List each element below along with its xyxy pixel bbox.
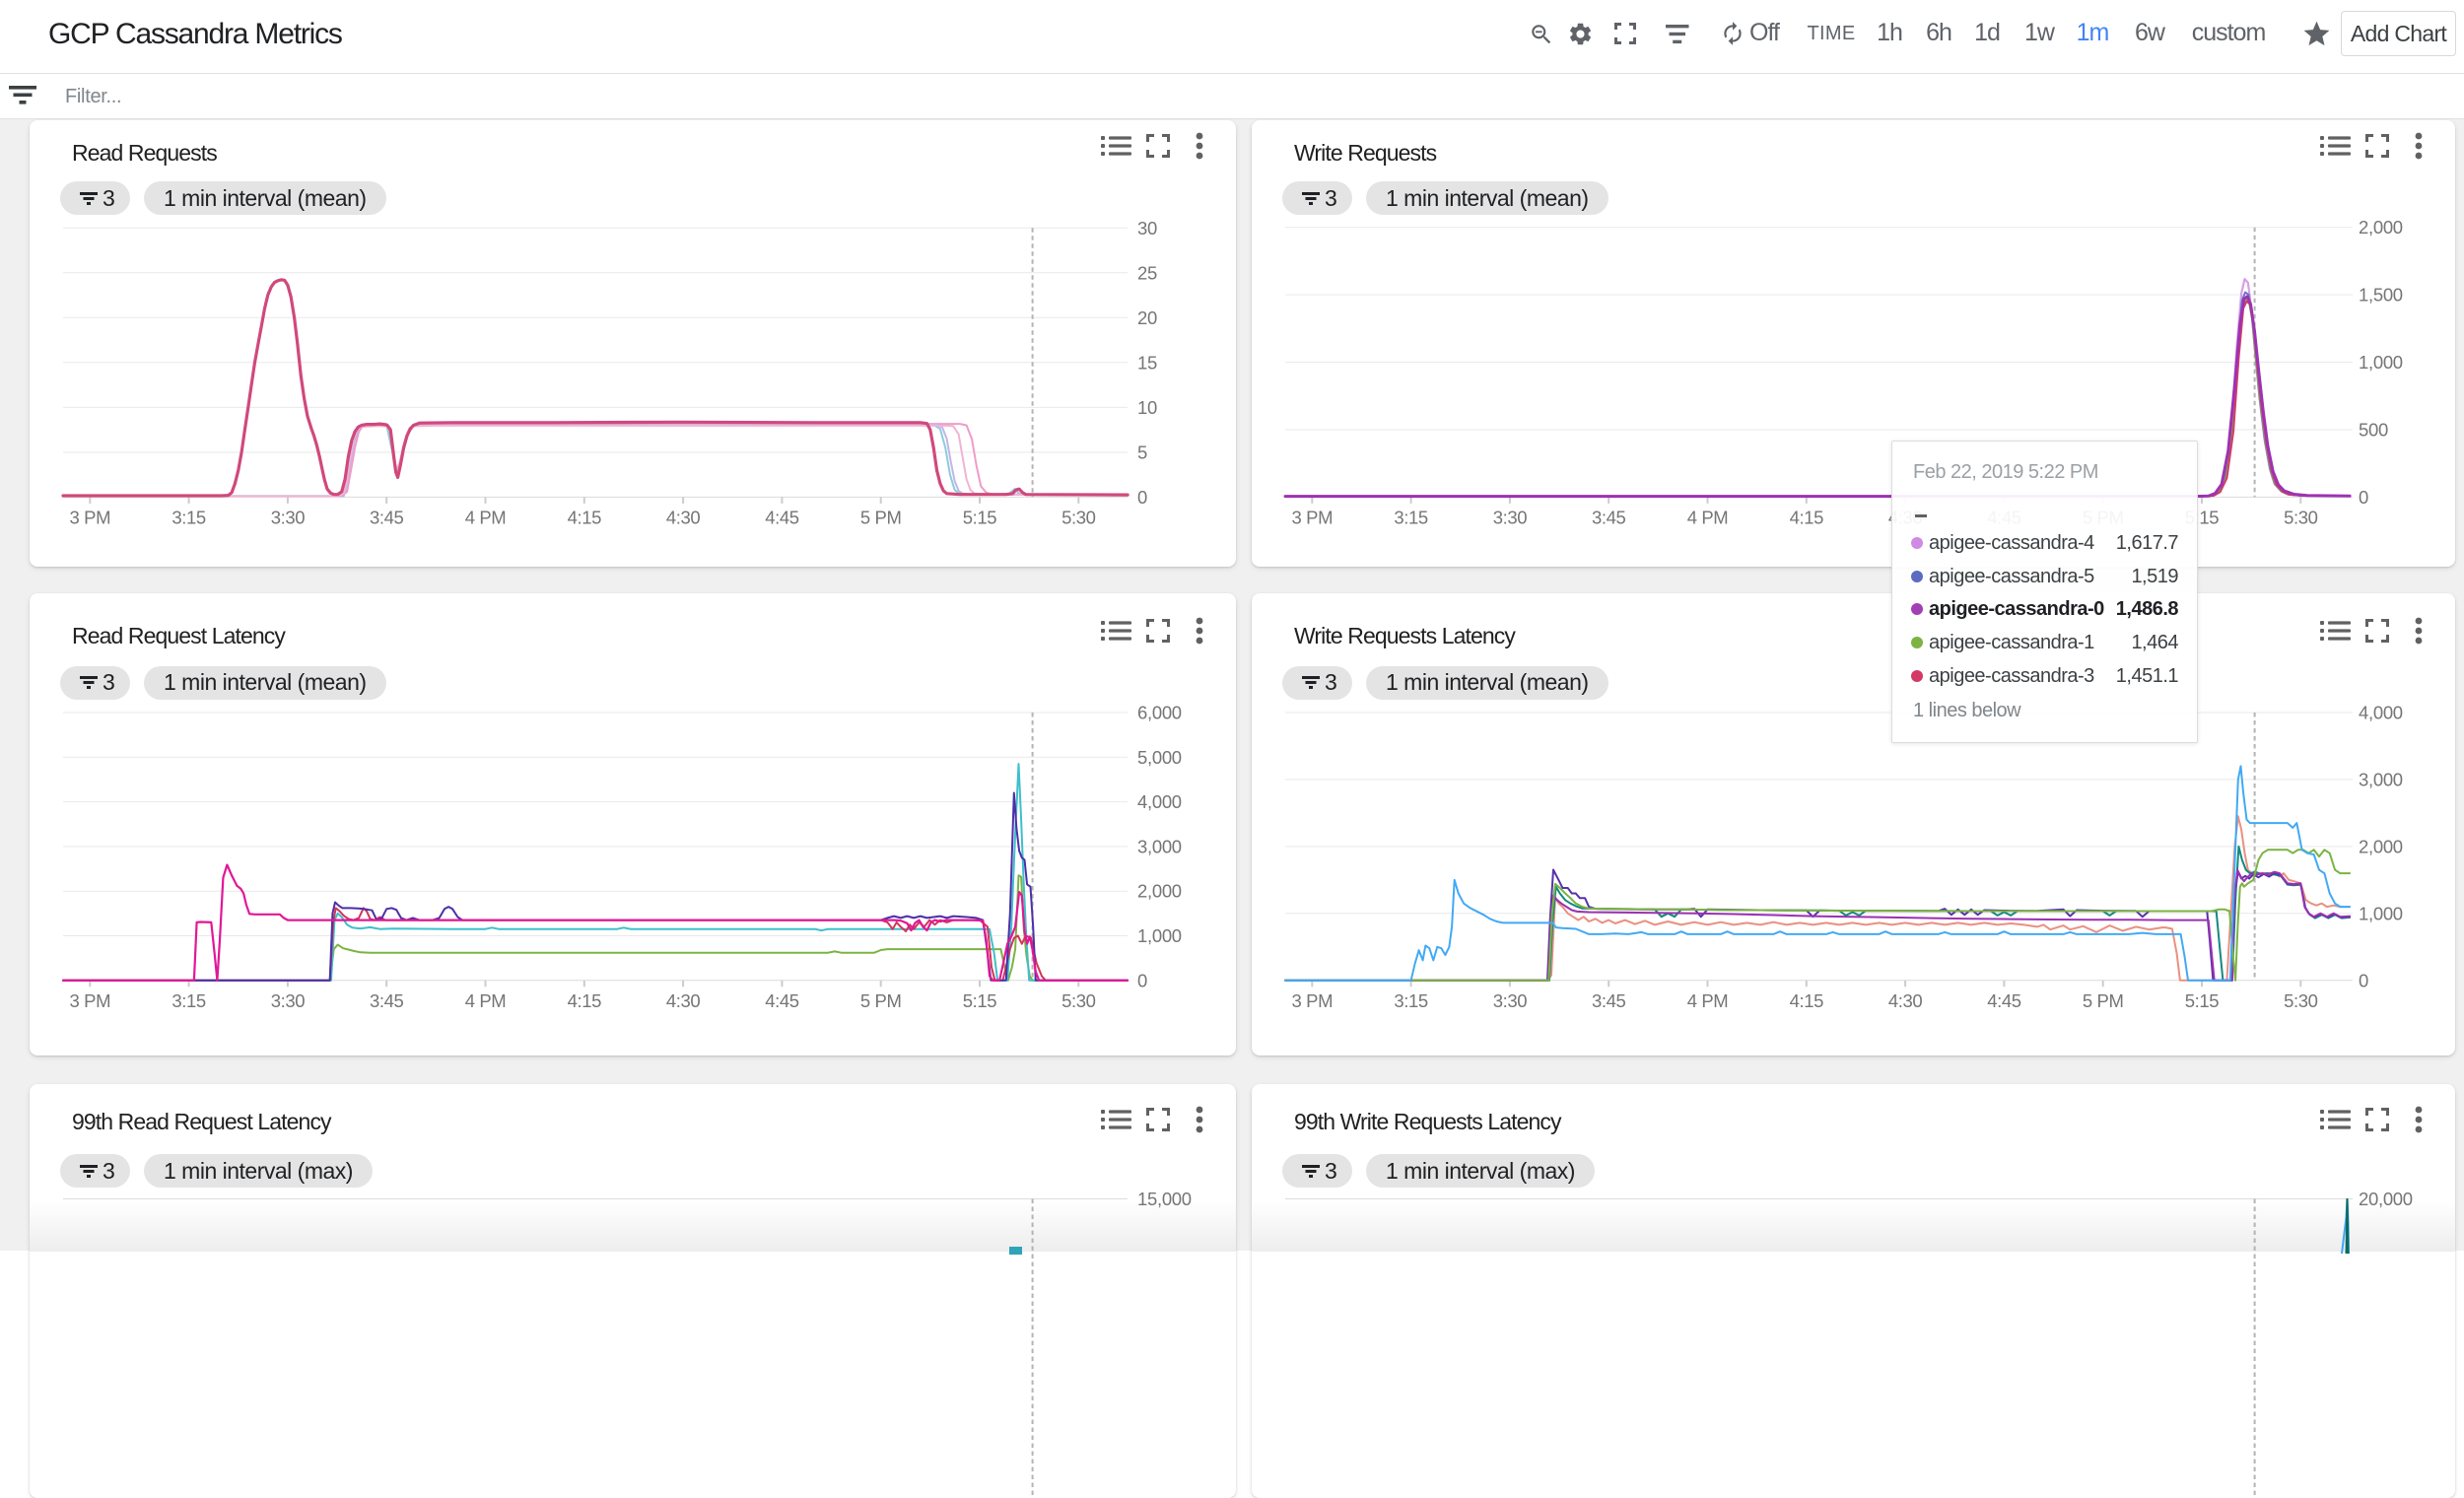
svg-text:5 PM: 5 PM — [2083, 990, 2124, 1011]
svg-text:5:30: 5:30 — [1061, 507, 1096, 527]
svg-text:2,000: 2,000 — [1137, 881, 1182, 902]
svg-text:3:15: 3:15 — [171, 507, 206, 527]
svg-text:3:15: 3:15 — [1394, 507, 1428, 527]
svg-text:4,000: 4,000 — [1137, 791, 1182, 812]
svg-text:4:45: 4:45 — [765, 990, 799, 1011]
svg-text:3,000: 3,000 — [2359, 769, 2403, 789]
svg-text:3 PM: 3 PM — [1292, 990, 1334, 1011]
svg-text:25: 25 — [1137, 262, 1157, 283]
svg-text:4 PM: 4 PM — [1687, 507, 1729, 527]
svg-text:3:15: 3:15 — [171, 990, 206, 1011]
svg-text:0: 0 — [1137, 970, 1147, 990]
svg-text:3:15: 3:15 — [1394, 990, 1428, 1011]
svg-text:4 PM: 4 PM — [465, 507, 507, 527]
svg-text:5,000: 5,000 — [1137, 747, 1182, 768]
svg-text:3 PM: 3 PM — [1292, 507, 1334, 527]
svg-text:4:15: 4:15 — [568, 990, 602, 1011]
svg-text:20: 20 — [1137, 307, 1157, 328]
svg-text:4:30: 4:30 — [666, 507, 701, 527]
svg-text:500: 500 — [2359, 420, 2388, 441]
svg-text:5:30: 5:30 — [2284, 990, 2318, 1011]
svg-text:2,000: 2,000 — [2359, 836, 2403, 856]
svg-text:6,000: 6,000 — [1137, 703, 1182, 723]
svg-text:3 PM: 3 PM — [70, 990, 111, 1011]
svg-text:4:15: 4:15 — [1790, 990, 1824, 1011]
svg-text:1,500: 1,500 — [2359, 285, 2403, 306]
svg-text:3:45: 3:45 — [1592, 507, 1626, 527]
svg-text:4:45: 4:45 — [1987, 990, 2021, 1011]
svg-text:2,000: 2,000 — [2359, 217, 2403, 238]
svg-text:5:15: 5:15 — [963, 990, 997, 1011]
svg-text:5 PM: 5 PM — [860, 990, 902, 1011]
svg-text:0: 0 — [1137, 487, 1147, 508]
svg-text:20,000: 20,000 — [2359, 1189, 2413, 1209]
svg-text:4,000: 4,000 — [2359, 703, 2403, 723]
svg-text:3 PM: 3 PM — [70, 507, 111, 527]
svg-text:1,000: 1,000 — [1137, 925, 1182, 946]
svg-text:15,000: 15,000 — [1137, 1189, 1192, 1209]
svg-text:4 PM: 4 PM — [465, 990, 507, 1011]
svg-text:4:15: 4:15 — [1790, 507, 1824, 527]
svg-text:3,000: 3,000 — [1137, 836, 1182, 856]
svg-text:5: 5 — [1137, 442, 1147, 462]
svg-text:1,000: 1,000 — [2359, 903, 2403, 923]
svg-text:4 PM: 4 PM — [1687, 990, 1729, 1011]
svg-text:3:30: 3:30 — [1493, 507, 1528, 527]
svg-text:3:45: 3:45 — [370, 990, 404, 1011]
svg-text:4:45: 4:45 — [765, 507, 799, 527]
svg-text:3:30: 3:30 — [271, 990, 306, 1011]
svg-text:30: 30 — [1137, 218, 1157, 238]
svg-text:0: 0 — [2359, 487, 2368, 508]
svg-text:15: 15 — [1137, 352, 1157, 373]
svg-text:4:15: 4:15 — [568, 507, 602, 527]
svg-text:3:30: 3:30 — [271, 507, 306, 527]
svg-text:3:45: 3:45 — [370, 507, 404, 527]
svg-text:5 PM: 5 PM — [860, 507, 902, 527]
svg-text:4:30: 4:30 — [1888, 990, 1923, 1011]
svg-text:10: 10 — [1137, 397, 1157, 418]
svg-text:0: 0 — [2359, 970, 2368, 990]
svg-text:5:30: 5:30 — [1061, 990, 1096, 1011]
svg-text:5:15: 5:15 — [963, 507, 997, 527]
svg-text:5:15: 5:15 — [2185, 990, 2220, 1011]
svg-text:3:45: 3:45 — [1592, 990, 1626, 1011]
svg-text:4:30: 4:30 — [666, 990, 701, 1011]
svg-text:1,000: 1,000 — [2359, 352, 2403, 373]
svg-text:5:30: 5:30 — [2284, 507, 2318, 527]
svg-text:3:30: 3:30 — [1493, 990, 1528, 1011]
